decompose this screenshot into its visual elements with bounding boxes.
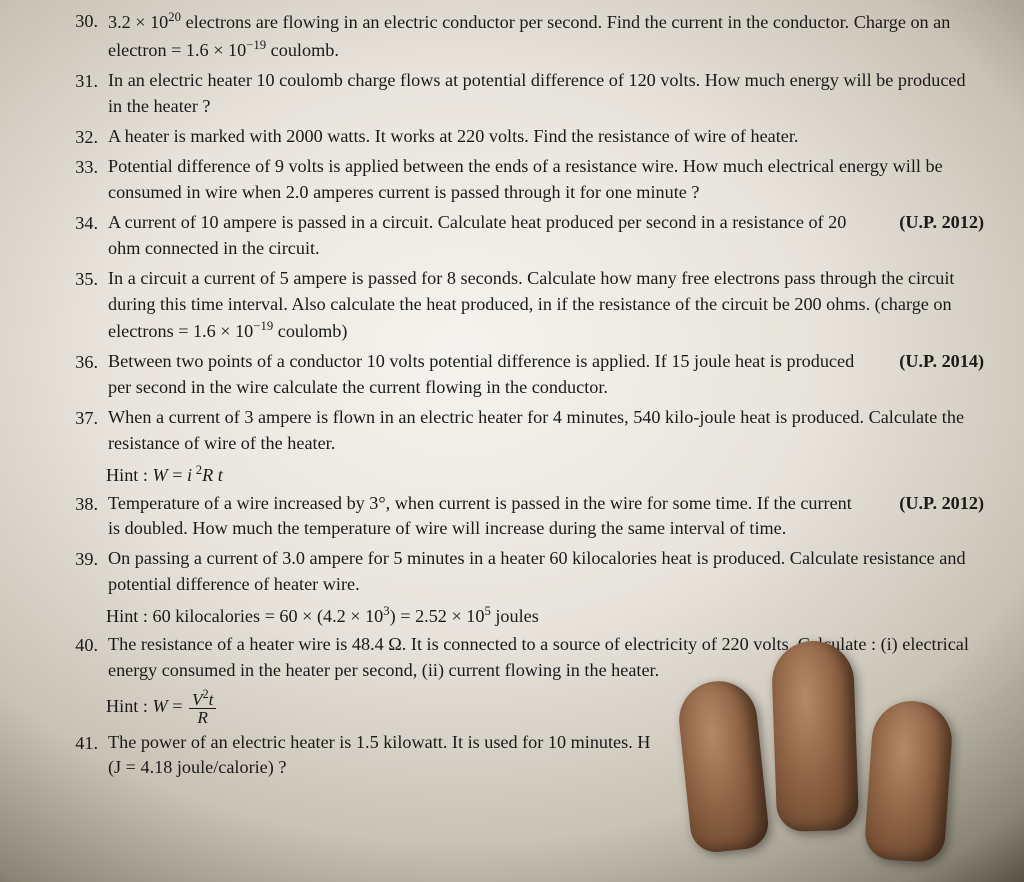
question-number: 39. xyxy=(70,546,98,573)
question: 35. In a circuit a current of 5 ampere is… xyxy=(70,266,984,346)
question-text: A current of 10 ampere is passed in a ci… xyxy=(108,212,846,258)
question-text: Potential difference of 9 volts is appli… xyxy=(108,156,943,202)
question-number: 35. xyxy=(70,266,98,293)
question-number: 33. xyxy=(70,154,98,181)
question-body: 3.2 × 1020 electrons are flowing in an e… xyxy=(108,8,984,64)
question-body: (U.P. 2012) A current of 10 ampere is pas… xyxy=(108,210,984,262)
question-source: (U.P. 2014) xyxy=(899,349,984,375)
question-hint: Hint : W = i 2R t xyxy=(106,461,984,489)
question: 31. In an electric heater 10 coulomb char… xyxy=(70,68,984,120)
question-body: Potential difference of 9 volts is appli… xyxy=(108,154,984,206)
question-text: A heater is marked with 2000 watts. It w… xyxy=(108,126,798,146)
question: 40. The resistance of a heater wire is 48… xyxy=(70,632,984,684)
question-number: 37. xyxy=(70,405,98,432)
question-body: In an electric heater 10 coulomb charge … xyxy=(108,68,984,120)
question: 37. When a current of 3 ampere is flown i… xyxy=(70,405,984,457)
question: 34. (U.P. 2012) A current of 10 ampere is … xyxy=(70,210,984,262)
question-number: 30. xyxy=(70,8,98,35)
question-body: The resistance of a heater wire is 48.4 … xyxy=(108,632,984,684)
question-source: (U.P. 2012) xyxy=(899,491,984,517)
question: 32. A heater is marked with 2000 watts. I… xyxy=(70,124,984,151)
question-number: 38. xyxy=(70,491,98,518)
question-number: 34. xyxy=(70,210,98,237)
question-body: In a circuit a current of 5 ampere is pa… xyxy=(108,266,984,346)
question-source: (U.P. 2012) xyxy=(899,210,984,236)
question: 41. The power of an electric heater is 1.… xyxy=(70,730,984,782)
question-number: 32. xyxy=(70,124,98,151)
question-body: On passing a current of 3.0 ampere for 5… xyxy=(108,546,984,598)
question: 38. (U.P. 2012) Temperature of a wire incr… xyxy=(70,491,984,543)
question-text: On passing a current of 3.0 ampere for 5… xyxy=(108,548,966,594)
question-text: When a current of 3 ampere is flown in a… xyxy=(108,407,964,453)
textbook-page: 30. 3.2 × 1020 electrons are flowing in a… xyxy=(0,0,1024,781)
question-body: When a current of 3 ampere is flown in a… xyxy=(108,405,984,457)
question-text: Between two points of a conductor 10 vol… xyxy=(108,351,854,397)
question-number: 40. xyxy=(70,632,98,659)
question-hint: Hint : 60 kilocalories = 60 × (4.2 × 103… xyxy=(106,602,984,630)
question: 36. (U.P. 2014) Between two points of a co… xyxy=(70,349,984,401)
question: 39. On passing a current of 3.0 ampere fo… xyxy=(70,546,984,598)
question-hint: Hint : W = V2tR xyxy=(106,688,984,728)
question-number: 41. xyxy=(70,730,98,757)
questions-list: 30. 3.2 × 1020 electrons are flowing in a… xyxy=(70,8,984,781)
question-text: The power of an electric heater is 1.5 k… xyxy=(108,732,749,778)
question-body: (U.P. 2014) Between two points of a condu… xyxy=(108,349,984,401)
question-text: Temperature of a wire increased by 3°, w… xyxy=(108,493,852,539)
question-body: (U.P. 2012) Temperature of a wire increas… xyxy=(108,491,984,543)
question-body: The power of an electric heater is 1.5 k… xyxy=(108,730,984,782)
question: 33. Potential difference of 9 volts is ap… xyxy=(70,154,984,206)
question-text: In an electric heater 10 coulomb charge … xyxy=(108,70,966,116)
question-text: The resistance of a heater wire is 48.4 … xyxy=(108,634,969,680)
question-number: 31. xyxy=(70,68,98,95)
question-text: In a circuit a current of 5 ampere is pa… xyxy=(108,268,954,342)
question-number: 36. xyxy=(70,349,98,376)
question-text: 3.2 × 1020 electrons are flowing in an e… xyxy=(108,12,950,60)
question: 30. 3.2 × 1020 electrons are flowing in a… xyxy=(70,8,984,64)
question-body: A heater is marked with 2000 watts. It w… xyxy=(108,124,984,150)
